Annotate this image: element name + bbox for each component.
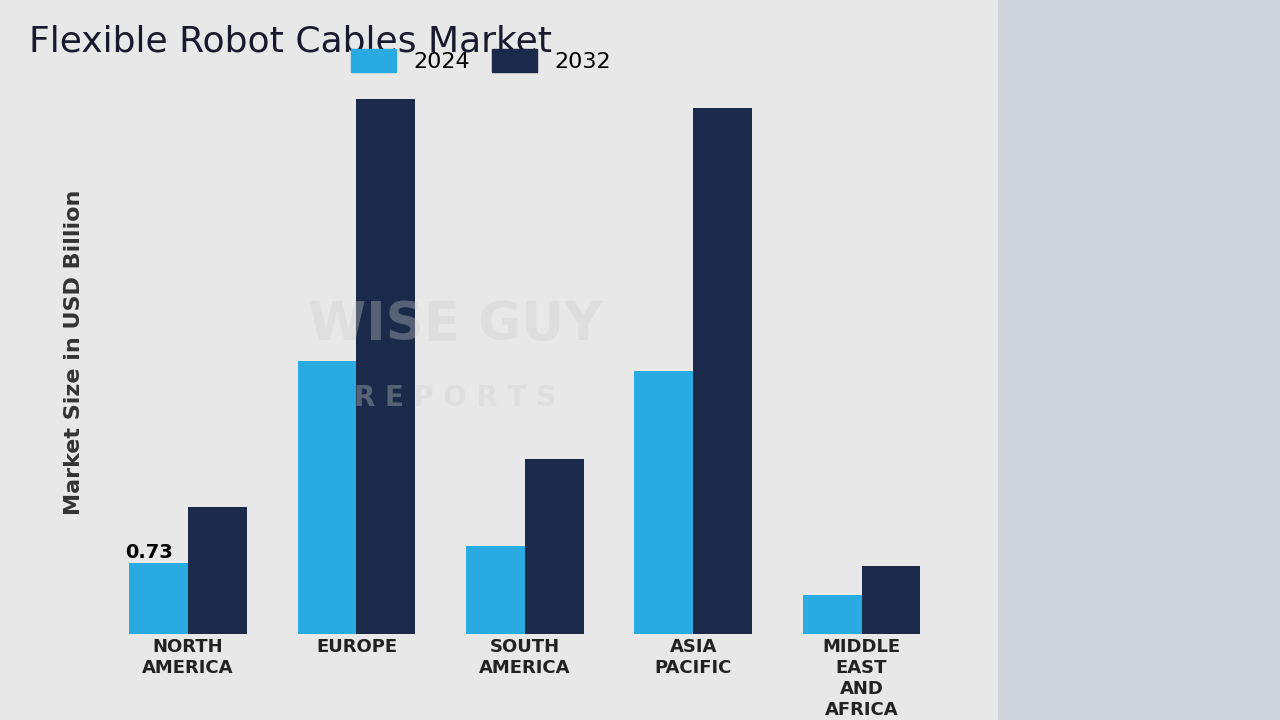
- Text: R E P O R T S: R E P O R T S: [355, 384, 557, 412]
- Bar: [129, 562, 188, 634]
- Text: 0.73: 0.73: [125, 543, 173, 562]
- Circle shape: [773, 0, 1280, 720]
- Text: Flexible Robot Cables Market: Flexible Robot Cables Market: [28, 24, 552, 58]
- Legend: 2024, 2032: 2024, 2032: [340, 38, 622, 84]
- Y-axis label: Market Size in USD Billion: Market Size in USD Billion: [64, 190, 84, 516]
- Bar: [694, 109, 753, 634]
- Bar: [188, 507, 247, 634]
- Bar: [861, 565, 920, 634]
- Bar: [634, 371, 694, 634]
- Bar: [356, 99, 416, 634]
- Bar: [803, 595, 861, 634]
- Text: WISE GUY: WISE GUY: [308, 299, 603, 351]
- Bar: [466, 546, 525, 634]
- Bar: [297, 361, 356, 634]
- Bar: [525, 459, 584, 634]
